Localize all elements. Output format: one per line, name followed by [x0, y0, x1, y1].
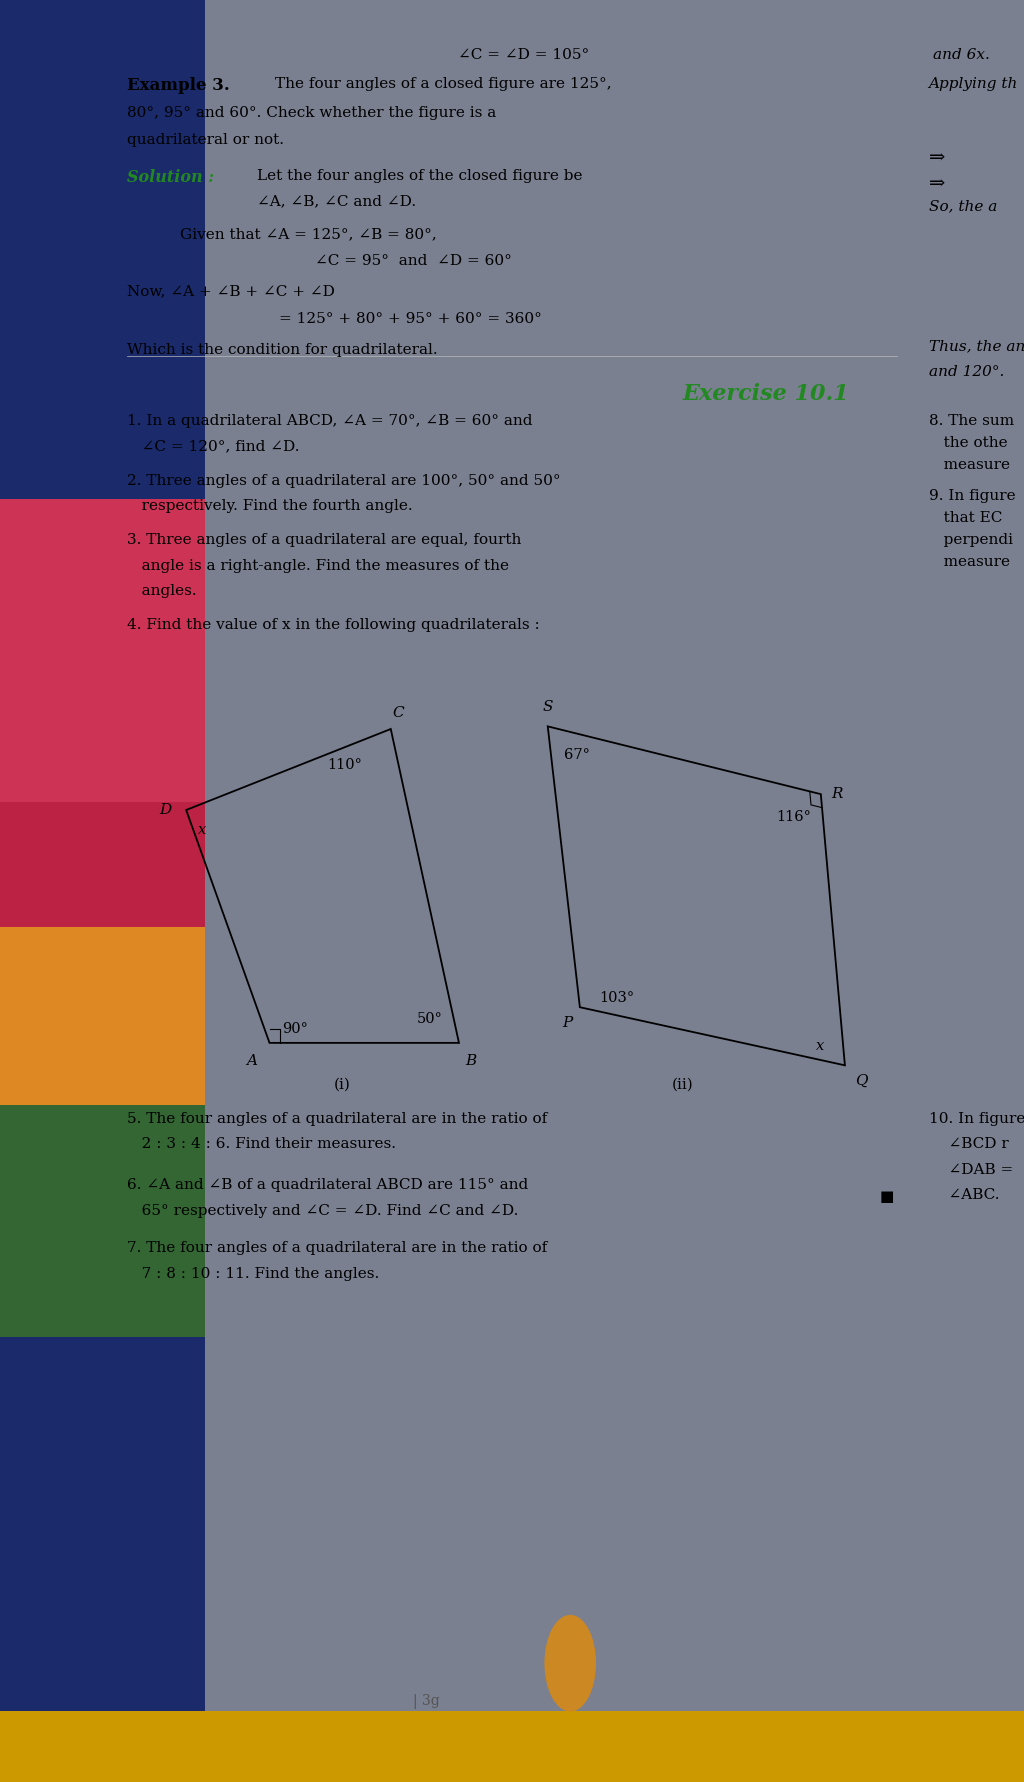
Text: (i): (i)	[334, 1078, 350, 1092]
Text: A: A	[246, 1055, 257, 1067]
Text: ■: ■	[880, 1190, 894, 1205]
Text: the othe: the othe	[929, 437, 1008, 451]
Text: 103°: 103°	[599, 991, 634, 1005]
Text: | 3g: | 3g	[414, 1695, 440, 1709]
Text: measure: measure	[929, 458, 1010, 472]
Text: Example 3.: Example 3.	[127, 77, 229, 94]
Bar	[0, 1711, 1024, 1782]
Bar	[0, 0, 205, 499]
Text: 9. In figure: 9. In figure	[929, 488, 1015, 503]
Text: perpendi: perpendi	[929, 533, 1013, 547]
Text: Now, ∠A + ∠B + ∠C + ∠D: Now, ∠A + ∠B + ∠C + ∠D	[127, 285, 335, 299]
Text: 2. Three angles of a quadrilateral are 100°, 50° and 50°: 2. Three angles of a quadrilateral are 1…	[127, 474, 560, 488]
Text: quadrilateral or not.: quadrilateral or not.	[127, 134, 284, 148]
Circle shape	[545, 1616, 595, 1711]
Text: Given that ∠A = 125°, ∠B = 80°,: Given that ∠A = 125°, ∠B = 80°,	[180, 226, 437, 241]
Text: 7 : 8 : 10 : 11. Find the angles.: 7 : 8 : 10 : 11. Find the angles.	[127, 1267, 379, 1281]
Text: (ii): (ii)	[672, 1078, 693, 1092]
Text: S: S	[543, 700, 553, 715]
Text: ∠A, ∠B, ∠C and ∠D.: ∠A, ∠B, ∠C and ∠D.	[257, 194, 416, 208]
Text: ∠ABC.: ∠ABC.	[929, 1189, 999, 1203]
Text: angle is a right-angle. Find the measures of the: angle is a right-angle. Find the measure…	[127, 560, 509, 572]
Text: x: x	[199, 823, 207, 838]
Text: that EC: that EC	[929, 511, 1002, 526]
Text: angles.: angles.	[127, 584, 197, 599]
Text: ∠C = 120°, find ∠D.: ∠C = 120°, find ∠D.	[127, 440, 299, 454]
Text: 110°: 110°	[327, 759, 361, 772]
Bar	[0, 802, 205, 927]
Text: C: C	[392, 706, 404, 720]
Text: 50°: 50°	[417, 1012, 442, 1026]
Text: 2 : 3 : 4 : 6. Find their measures.: 2 : 3 : 4 : 6. Find their measures.	[127, 1137, 395, 1151]
Text: Solution :: Solution :	[127, 169, 214, 185]
Text: 4. Find the value of x in the following quadrilaterals :: 4. Find the value of x in the following …	[127, 618, 540, 633]
Text: ⇒: ⇒	[929, 148, 945, 168]
Text: Let the four angles of the closed figure be: Let the four angles of the closed figure…	[257, 169, 582, 184]
Text: Exercise 10.1: Exercise 10.1	[682, 383, 849, 406]
Text: 80°, 95° and 60°. Check whether the figure is a: 80°, 95° and 60°. Check whether the figu…	[127, 107, 496, 119]
Text: R: R	[831, 788, 843, 802]
Text: 65° respectively and ∠C = ∠D. Find ∠C and ∠D.: 65° respectively and ∠C = ∠D. Find ∠C an…	[127, 1205, 518, 1217]
Text: measure: measure	[929, 556, 1010, 570]
Text: B: B	[466, 1055, 477, 1067]
Bar	[0, 499, 205, 802]
Text: = 125° + 80° + 95° + 60° = 360°: = 125° + 80° + 95° + 60° = 360°	[279, 312, 542, 326]
Text: and 120°.: and 120°.	[929, 365, 1004, 380]
Text: The four angles of a closed figure are 125°,: The four angles of a closed figure are 1…	[274, 77, 611, 91]
Text: x: x	[816, 1039, 824, 1053]
Bar	[0, 1105, 205, 1336]
Text: So, the a: So, the a	[929, 200, 997, 214]
Text: 67°: 67°	[564, 748, 590, 763]
Text: 5. The four angles of a quadrilateral are in the ratio of: 5. The four angles of a quadrilateral ar…	[127, 1112, 547, 1126]
Text: 3. Three angles of a quadrilateral are equal, fourth: 3. Three angles of a quadrilateral are e…	[127, 533, 521, 547]
Text: Which is the condition for quadrilateral.: Which is the condition for quadrilateral…	[127, 342, 437, 356]
Text: ∠C = ∠D = 105°: ∠C = ∠D = 105°	[459, 48, 590, 62]
Text: 90°: 90°	[282, 1021, 307, 1035]
Text: 182: 182	[554, 1655, 586, 1670]
Text: Applying th: Applying th	[929, 77, 1018, 91]
Text: Q: Q	[855, 1075, 867, 1087]
Text: 7. The four angles of a quadrilateral are in the ratio of: 7. The four angles of a quadrilateral ar…	[127, 1242, 547, 1255]
Text: ∠C = 95°  and  ∠D = 60°: ∠C = 95° and ∠D = 60°	[315, 255, 512, 267]
Bar	[0, 927, 205, 1105]
Text: and 6x.: and 6x.	[933, 48, 990, 62]
Text: respectively. Find the fourth angle.: respectively. Find the fourth angle.	[127, 499, 413, 513]
Text: ⇒: ⇒	[929, 175, 945, 192]
Text: Thus, the an: Thus, the an	[929, 339, 1024, 353]
Text: 1. In a quadrilateral ABCD, ∠A = 70°, ∠B = 60° and: 1. In a quadrilateral ABCD, ∠A = 70°, ∠B…	[127, 413, 532, 428]
Text: 116°: 116°	[776, 811, 811, 825]
Text: D: D	[159, 804, 171, 816]
Bar	[0, 1336, 205, 1782]
Text: ∠BCD r: ∠BCD r	[929, 1137, 1009, 1151]
Text: 8. The sum: 8. The sum	[929, 413, 1014, 428]
Text: P: P	[562, 1016, 572, 1030]
Text: ∠DAB =: ∠DAB =	[929, 1164, 1013, 1176]
Text: 6. ∠A and ∠B of a quadrilateral ABCD are 115° and: 6. ∠A and ∠B of a quadrilateral ABCD are…	[127, 1178, 528, 1192]
Text: 10. In figure,: 10. In figure,	[929, 1112, 1024, 1126]
